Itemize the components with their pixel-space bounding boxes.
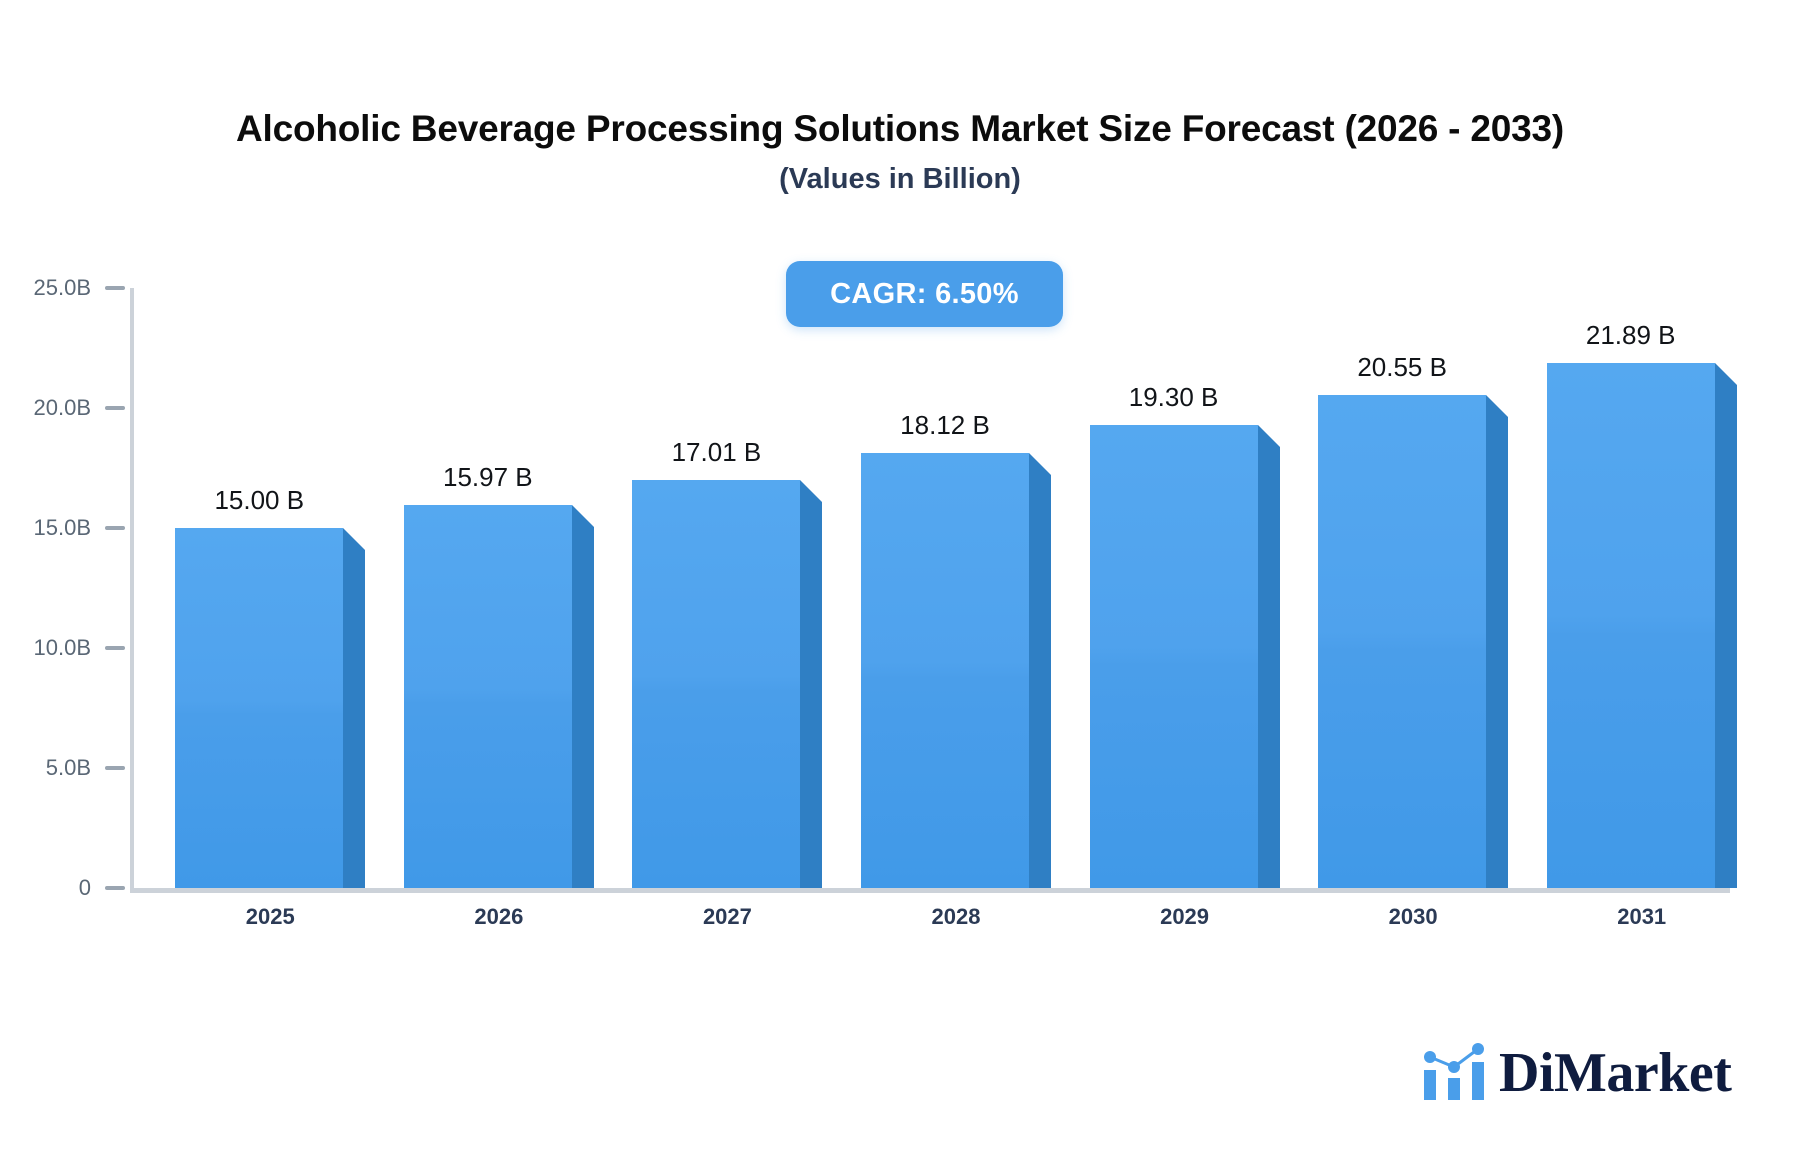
y-axis-tick-mark — [105, 766, 125, 770]
bar-side-face — [800, 501, 823, 888]
x-axis-tick-label: 2025 — [245, 904, 295, 929]
y-axis-tick: 0 — [0, 875, 125, 900]
bar-side-face — [571, 526, 594, 888]
bar-2031: 21.89 B — [1546, 320, 1737, 888]
y-axis-tick-label: 5.0B — [45, 755, 91, 780]
y-axis-tick-label: 20.0B — [33, 395, 92, 420]
bar-value-label: 15.97 B — [443, 461, 533, 492]
y-axis-tick: 10.0B — [0, 635, 125, 660]
bar-chart-logo-icon — [1424, 1043, 1484, 1100]
y-axis-tick-label: 15.0B — [33, 515, 92, 540]
bar-2026: 15.97 B — [403, 462, 594, 888]
y-axis-tick-label: 10.0B — [33, 635, 92, 660]
bar-top-bevel — [800, 479, 823, 502]
dimarket-logo: DiMarket — [1423, 1040, 1732, 1104]
bar-front-face — [1546, 362, 1715, 888]
bar-value-label: 17.01 B — [671, 436, 762, 467]
bar-front-face — [1318, 394, 1487, 888]
x-axis-tick-label: 2026 — [474, 904, 524, 929]
bar-front-face — [175, 528, 344, 888]
bar-top-bevel — [1714, 362, 1737, 385]
bar-2027: 17.01 B — [632, 437, 823, 888]
bar-side-face — [343, 550, 366, 888]
bar-2030: 20.55 B — [1318, 352, 1509, 888]
bar-value-label: 20.55 B — [1357, 351, 1447, 382]
bar-2029: 19.30 B — [1089, 382, 1280, 888]
x-axis-tick-label: 2028 — [931, 904, 981, 929]
bar-top-bevel — [571, 504, 594, 527]
x-axis-tick-label: 2029 — [1160, 904, 1210, 929]
page-title: Alcoholic Beverage Processing Solutions … — [236, 108, 1564, 149]
bars-layer: 15.00 B 15.97 B 17.01 B 18.12 B 19.30 B 20.55… — [130, 288, 1737, 888]
bar-front-face — [403, 504, 572, 888]
plot-area: 25.0B 20.0B 15.0B 10.0B 5.0B 0 15.00 B 15.97 B… — [34, 275, 1737, 929]
y-axis-tick: 5.0B — [0, 755, 125, 780]
bar-value-label: 19.30 B — [1128, 381, 1219, 412]
bar-2025: 15.00 B — [175, 485, 366, 888]
y-axis-tick-mark — [105, 406, 125, 410]
x-axis-tick-label: 2030 — [1388, 904, 1438, 929]
cagr-badge: CAGR: 6.50% — [786, 261, 1063, 327]
bar-value-label: 21.89 B — [1585, 319, 1676, 350]
bar-top-bevel — [1486, 394, 1509, 417]
y-axis-tick-mark — [105, 886, 125, 890]
bar-value-label: 15.00 B — [214, 485, 305, 515]
bar-top-bevel — [1257, 424, 1280, 447]
bar-side-face — [1486, 416, 1509, 888]
x-axis-tick-label: 2027 — [702, 904, 752, 929]
bar-top-bevel — [343, 528, 366, 550]
bar-front-face — [1089, 424, 1258, 888]
bar-side-face — [1029, 475, 1051, 888]
bar-front-face — [632, 479, 801, 888]
y-axis-tick-mark — [105, 286, 125, 290]
logo-wordmark: DiMarket — [1499, 1041, 1732, 1104]
bar-side-face — [1257, 446, 1280, 888]
y-axis-tick: 20.0B — [0, 395, 125, 420]
bar-front-face — [861, 453, 1029, 888]
bar-value-label: 18.12 B — [900, 410, 990, 441]
y-axis-tick: 25.0B — [0, 275, 125, 300]
x-axis-tick-label: 2031 — [1617, 904, 1667, 929]
y-axis-tick: 15.0B — [0, 515, 125, 540]
chart-subtitle: (Values in Billion) — [779, 163, 1021, 195]
bar-2028: 18.12 B — [861, 410, 1051, 888]
cagr-badge-label: CAGR: 6.50% — [830, 277, 1019, 310]
bar-top-bevel — [1029, 453, 1051, 476]
y-axis-line — [130, 288, 134, 888]
y-axis-tick-mark — [105, 526, 125, 530]
x-axis-line — [130, 888, 1730, 893]
y-axis-tick-label: 0 — [78, 875, 91, 900]
y-axis-tick-label: 25.0B — [33, 275, 92, 300]
bar-side-face — [1714, 384, 1737, 888]
y-axis-tick-mark — [105, 646, 125, 650]
